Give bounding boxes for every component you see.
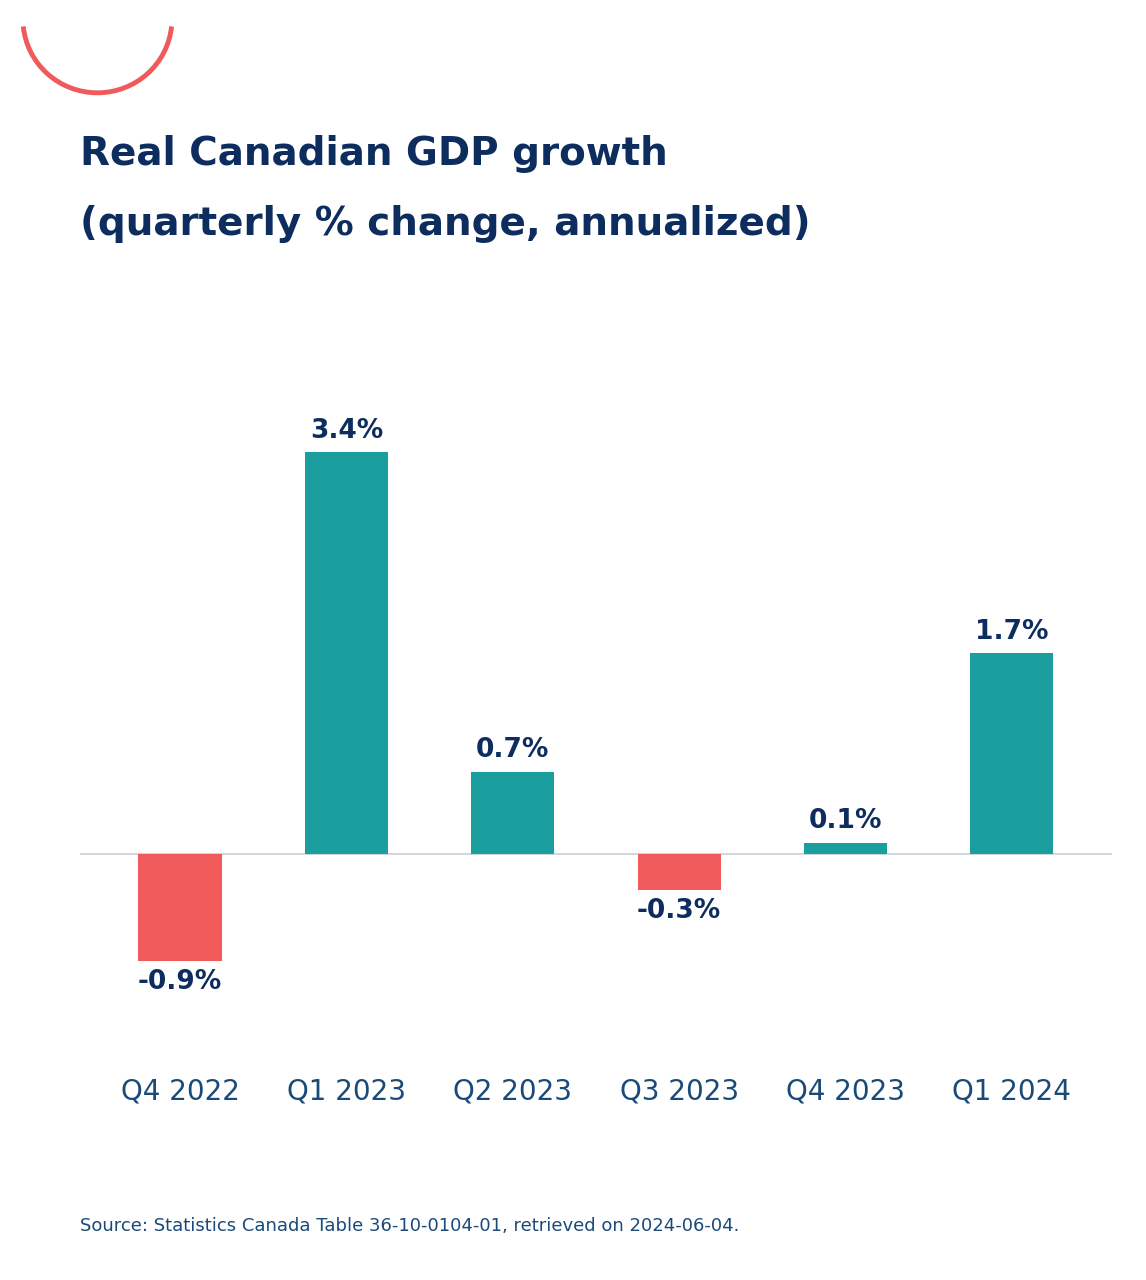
Bar — [471, 772, 555, 854]
Bar — [305, 452, 388, 854]
Bar — [971, 653, 1053, 854]
Text: 3.4%: 3.4% — [309, 417, 383, 444]
Text: -0.3%: -0.3% — [637, 899, 721, 924]
Text: Source: Statistics Canada Table 36-10-0104-01, retrieved on 2024-06-04.: Source: Statistics Canada Table 36-10-01… — [80, 1217, 739, 1235]
Text: 0.1%: 0.1% — [809, 808, 882, 835]
Text: 1.7%: 1.7% — [975, 620, 1049, 645]
Bar — [637, 854, 721, 890]
Text: 0.7%: 0.7% — [476, 737, 549, 763]
Text: -0.9%: -0.9% — [138, 969, 222, 995]
Text: (quarterly % change, annualized): (quarterly % change, annualized) — [80, 205, 811, 243]
Text: Real Canadian GDP growth: Real Canadian GDP growth — [80, 134, 668, 173]
Bar — [803, 842, 887, 854]
Bar — [139, 854, 221, 961]
